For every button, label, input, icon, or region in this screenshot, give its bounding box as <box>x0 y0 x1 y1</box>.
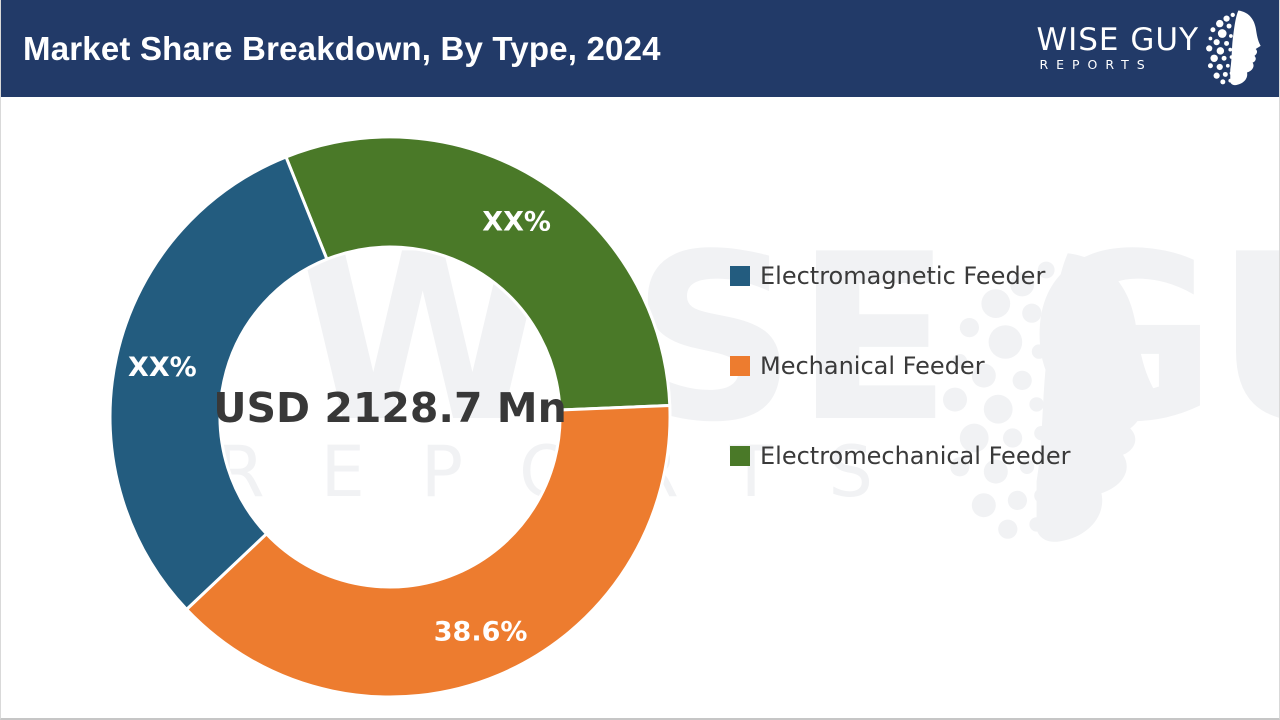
face-profile-dots-icon <box>1206 10 1261 85</box>
page-title: Market Share Breakdown, By Type, 2024 <box>23 29 661 67</box>
logo-line1: WISE GUY <box>1036 22 1199 59</box>
legend: Electromagnetic Feeder Mechanical Feeder… <box>730 263 1070 469</box>
legend-item-electromechanical-feeder: Electromechanical Feeder <box>730 443 1070 469</box>
header: Market Share Breakdown, By Type, 2024 WI… <box>1 0 1279 97</box>
donut-center-label: USD 2128.7 Mn <box>213 384 567 432</box>
logo-line2: REPORTS <box>1039 57 1153 73</box>
donut-segment-electromagnetic-feeder <box>108 155 329 611</box>
legend-swatch <box>730 356 750 376</box>
wise-guy-logo: WISE GUY REPORTS <box>1036 8 1265 90</box>
chart-area: WISE GUY REPORTS XX%38.6%XX% USD 2128.7 … <box>1 97 1279 718</box>
legend-swatch <box>730 266 750 286</box>
legend-swatch <box>730 446 750 466</box>
slice-value-label: 38.6% <box>434 617 528 648</box>
donut-chart: XX% 38.6% XX% USD 2128.7 Mn <box>102 129 678 705</box>
legend-label: Electromechanical Feeder <box>760 442 1071 470</box>
legend-item-electromagnetic-feeder: Electromagnetic Feeder <box>730 263 1070 289</box>
slice-value-label: XX% <box>482 206 551 237</box>
donut-svg: XX% 38.6% XX% USD 2128.7 Mn <box>108 135 672 699</box>
donut-segment-mechanical-feeder <box>185 404 672 699</box>
slice-value-label: XX% <box>128 352 197 383</box>
legend-item-mechanical-feeder: Mechanical Feeder <box>730 353 1070 379</box>
logo-wordmark: WISE GUY REPORTS <box>1036 25 1199 72</box>
donut-segment-electromechanical-feeder <box>284 135 672 412</box>
legend-label: Electromagnetic Feeder <box>760 262 1046 290</box>
legend-label: Mechanical Feeder <box>760 352 985 380</box>
